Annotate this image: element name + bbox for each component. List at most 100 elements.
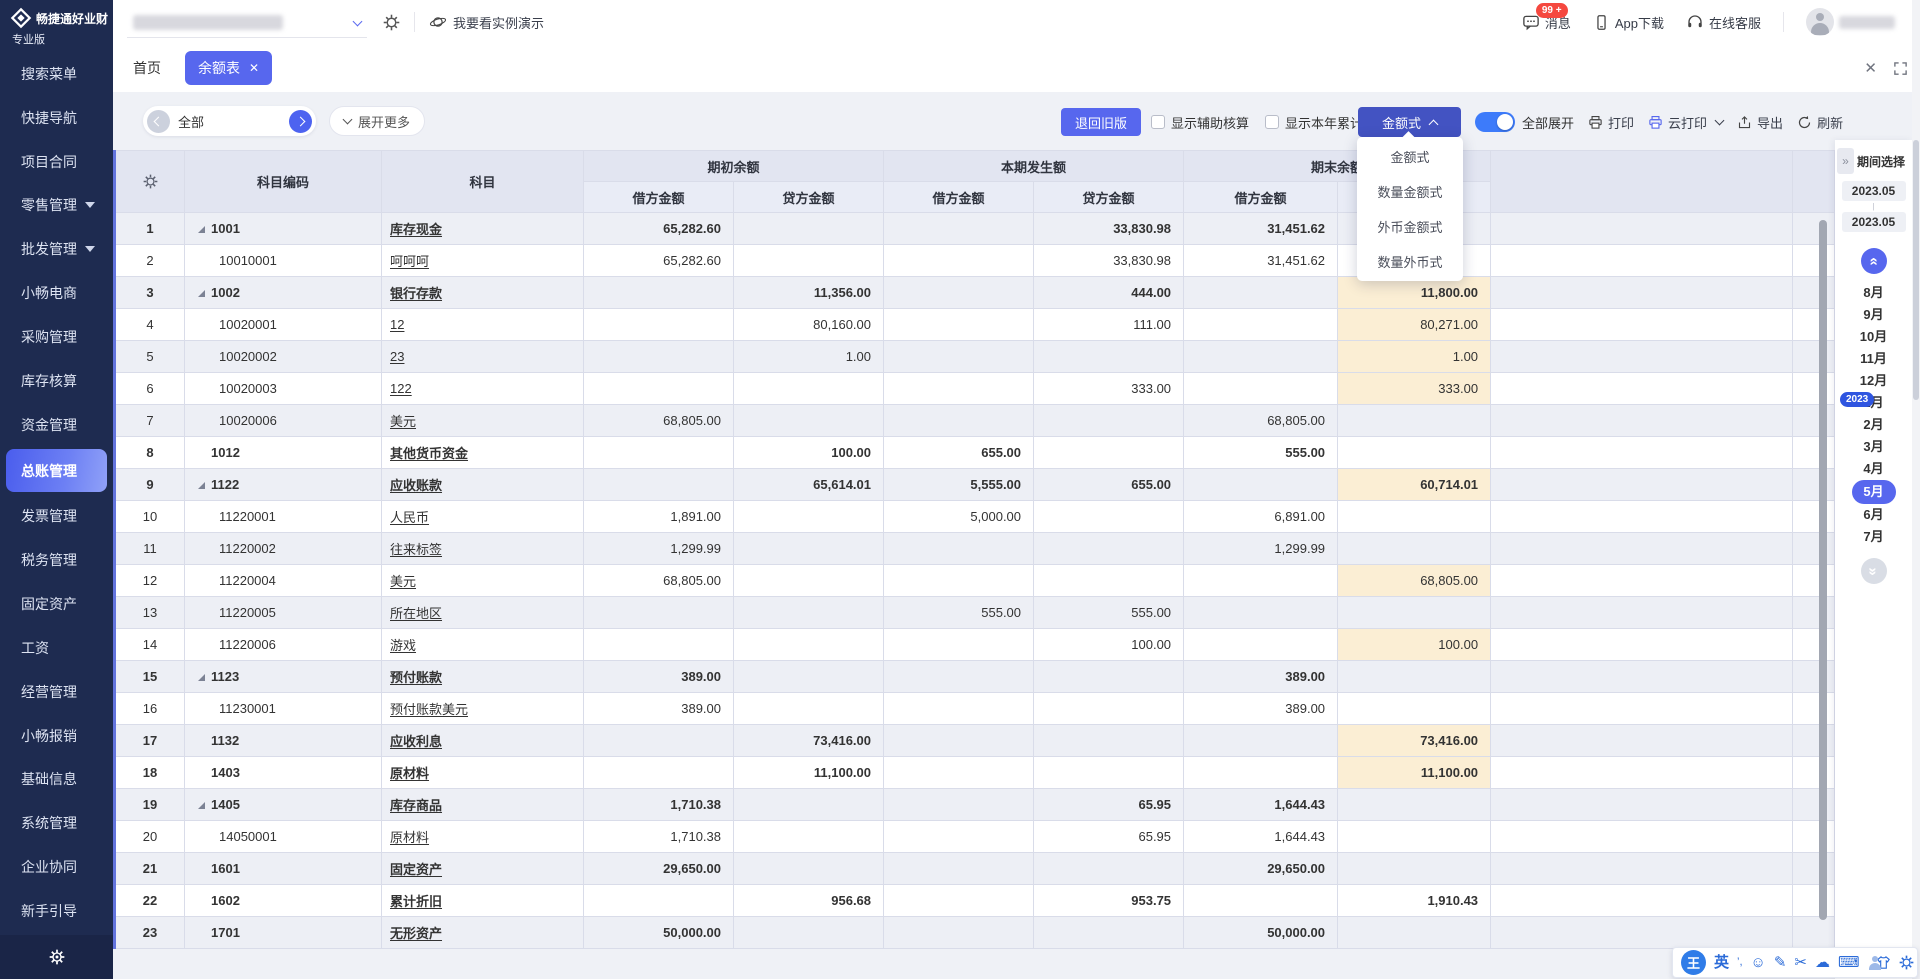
tab-home[interactable]: 首页 xyxy=(133,60,161,76)
pen-icon[interactable]: ✎ xyxy=(1773,954,1787,971)
month-item[interactable]: 8月 xyxy=(1863,285,1884,300)
account-link[interactable]: 原材料 xyxy=(390,830,430,845)
month-item[interactable]: 9月 xyxy=(1863,307,1884,322)
settings-gear-icon[interactable] xyxy=(383,14,400,31)
account-link[interactable]: 12 xyxy=(390,317,405,332)
sidebar-item[interactable]: 总账管理 xyxy=(6,448,107,493)
collapse-triangle-icon[interactable] xyxy=(198,290,205,297)
format-menu-item[interactable]: 外币金额式 xyxy=(1377,220,1443,235)
ime-language-icon[interactable]: 英 xyxy=(1714,954,1730,971)
close-icon[interactable]: ✕ xyxy=(1864,60,1877,77)
month-item[interactable]: 5月 xyxy=(1851,480,1896,504)
sidebar-item[interactable]: 新手引导 xyxy=(21,902,77,919)
table-scrollbar[interactable] xyxy=(1819,220,1827,920)
tab-balance-sheet[interactable]: 余额表 ✕ xyxy=(185,51,273,85)
back-to-old-button[interactable]: 退回旧版 xyxy=(1061,108,1142,136)
export-button[interactable]: 导出 xyxy=(1737,113,1783,132)
messages-button[interactable]: 99 + 消息 xyxy=(1522,2,1571,32)
account-link[interactable]: 预付账款美元 xyxy=(390,702,469,717)
page-scrollbar[interactable] xyxy=(1912,0,1920,979)
account-link[interactable]: 库存现金 xyxy=(390,222,443,237)
period-to[interactable]: 2023.05 xyxy=(1841,212,1906,232)
scroll-months-down-button[interactable]: » xyxy=(1860,558,1887,584)
period-from[interactable]: 2023.05 xyxy=(1841,181,1906,201)
demo-link[interactable]: 我要看实例演示 xyxy=(429,13,544,32)
month-item[interactable]: 7月 xyxy=(1863,529,1884,544)
month-item[interactable]: 2月 xyxy=(1863,417,1884,432)
sidebar-item[interactable]: 企业协同 xyxy=(21,859,77,876)
account-link[interactable]: 23 xyxy=(390,349,405,364)
sidebar-item[interactable]: 零售管理 xyxy=(0,184,113,228)
account-link[interactable]: 无形资产 xyxy=(390,926,443,941)
sidebar-item[interactable]: 固定资产 xyxy=(21,596,77,613)
ime-settings-gear-icon[interactable] xyxy=(1899,955,1914,970)
scroll-months-up-button[interactable]: » xyxy=(1860,248,1887,274)
expand-all-toggle[interactable]: 全部展开 xyxy=(1475,112,1574,132)
sidebar-item[interactable]: 基础信息 xyxy=(21,771,77,788)
collapse-triangle-icon[interactable] xyxy=(198,802,205,809)
sidebar-item[interactable]: 小畅电商 xyxy=(21,285,77,302)
sidebar-item[interactable]: 采购管理 xyxy=(21,328,77,345)
checkbox-icon[interactable] xyxy=(1151,115,1165,129)
account-link[interactable]: 人民币 xyxy=(390,510,430,525)
print-button[interactable]: 打印 xyxy=(1588,113,1634,132)
account-link[interactable]: 美元 xyxy=(390,574,417,589)
format-menu-item[interactable]: 金额式 xyxy=(1390,150,1430,165)
collapse-triangle-icon[interactable] xyxy=(198,226,205,233)
account-link[interactable]: 库存商品 xyxy=(390,798,443,813)
cloud-print-button[interactable]: 云打印 xyxy=(1648,113,1725,132)
prev-icon[interactable] xyxy=(147,109,170,133)
app-download-button[interactable]: App下载 xyxy=(1593,13,1664,32)
account-link[interactable]: 应收账款 xyxy=(390,478,443,493)
fullscreen-icon[interactable] xyxy=(1893,61,1908,76)
ime-punctuation-icon[interactable]: ’, xyxy=(1737,956,1743,968)
account-link[interactable]: 往来标签 xyxy=(390,542,443,557)
account-link[interactable]: 银行存款 xyxy=(390,286,443,301)
sidebar-item[interactable]: 搜索菜单 xyxy=(21,65,77,82)
account-link[interactable]: 122 xyxy=(390,381,412,396)
settings-gear-icon[interactable] xyxy=(49,949,65,965)
scope-selector[interactable]: 全部 xyxy=(143,106,316,136)
online-support-button[interactable]: 在线客服 xyxy=(1686,13,1761,32)
keyboard-icon[interactable]: ⌨ xyxy=(1838,954,1860,971)
collapse-triangle-icon[interactable] xyxy=(198,482,205,489)
account-link[interactable]: 累计折旧 xyxy=(390,894,443,909)
checkbox-icon[interactable] xyxy=(1265,115,1280,129)
sidebar-item[interactable]: 税务管理 xyxy=(21,552,77,569)
company-select[interactable] xyxy=(127,8,367,38)
scissors-icon[interactable]: ✂ xyxy=(1794,954,1807,971)
sidebar-item[interactable]: 批发管理 xyxy=(0,227,113,271)
sidebar-item[interactable]: 资金管理 xyxy=(21,416,77,433)
month-item[interactable]: 6月 xyxy=(1863,507,1884,522)
account-link[interactable]: 原材料 xyxy=(390,766,430,781)
sidebar-item[interactable]: 经营管理 xyxy=(21,683,77,700)
account-link[interactable]: 固定资产 xyxy=(390,862,443,877)
show-aux-checkbox[interactable]: 显示辅助核算 xyxy=(1151,113,1249,132)
show-ytd-checkbox[interactable]: 显示本年累计 xyxy=(1265,113,1363,132)
sidebar-item[interactable]: 项目合同 xyxy=(21,153,77,170)
month-item[interactable]: 4月 xyxy=(1863,461,1884,476)
account-link[interactable]: 美元 xyxy=(390,414,417,429)
column-settings-header[interactable] xyxy=(114,150,185,213)
account-link[interactable]: 呵呵呵 xyxy=(390,254,430,269)
month-item[interactable]: 3月 xyxy=(1863,439,1884,454)
next-icon[interactable] xyxy=(289,109,312,133)
sidebar-item[interactable]: 工资 xyxy=(21,639,49,656)
close-icon[interactable]: ✕ xyxy=(249,61,260,75)
month-item[interactable]: 11月 xyxy=(1860,351,1887,366)
account-link[interactable]: 应收利息 xyxy=(390,734,443,749)
refresh-button[interactable]: 刷新 xyxy=(1797,113,1843,132)
collapse-triangle-icon[interactable] xyxy=(198,674,205,681)
account-link[interactable]: 预付账款 xyxy=(390,670,443,685)
sidebar-item[interactable]: 系统管理 xyxy=(21,815,77,832)
ime-logo-icon[interactable]: 王 xyxy=(1681,950,1706,975)
user-account[interactable] xyxy=(1806,8,1895,36)
sidebar-item[interactable]: 发票管理 xyxy=(21,508,77,525)
account-link[interactable]: 游戏 xyxy=(390,638,417,653)
account-link[interactable]: 所在地区 xyxy=(390,606,443,621)
skin-shirt-icon[interactable] xyxy=(1876,955,1891,970)
sidebar-item[interactable]: 库存核算 xyxy=(21,372,77,389)
sidebar-item[interactable]: 快捷导航 xyxy=(21,109,77,126)
emoji-icon[interactable]: ☺ xyxy=(1750,954,1766,971)
cloud-icon[interactable]: ☁ xyxy=(1815,954,1830,971)
